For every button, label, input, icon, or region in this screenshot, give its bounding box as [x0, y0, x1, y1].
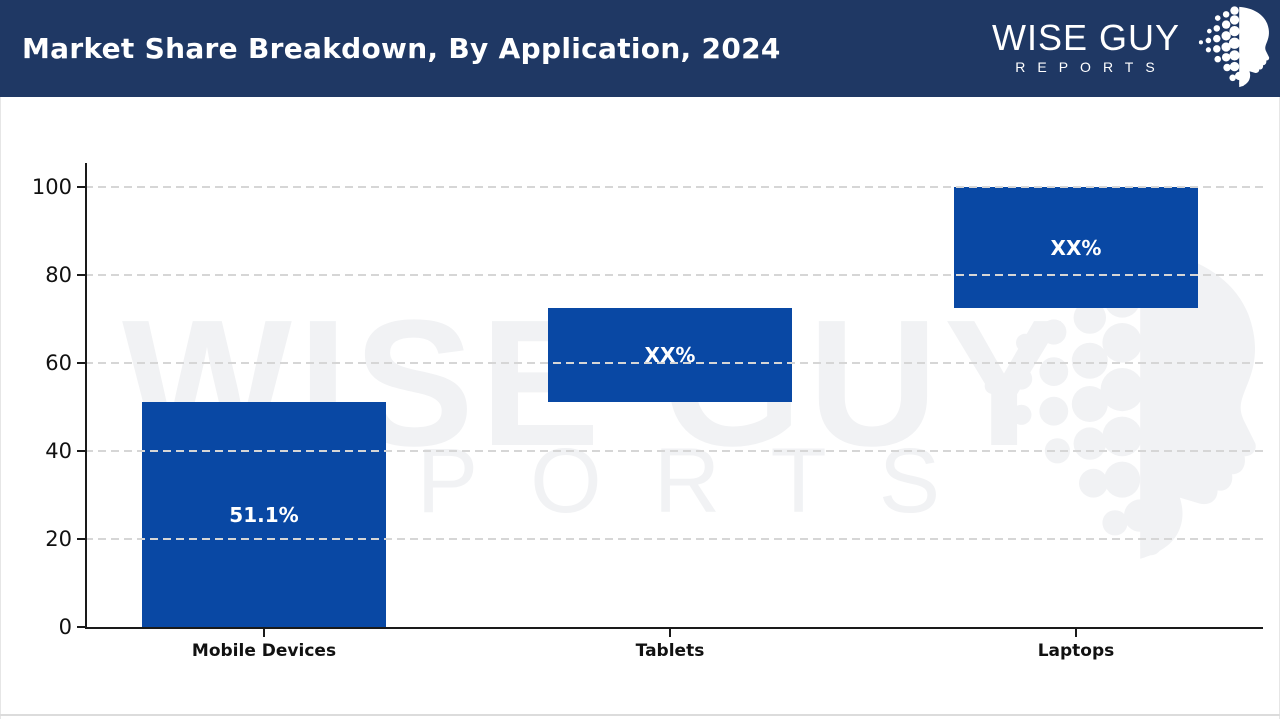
- y-tick-label: 80: [45, 263, 72, 287]
- wiseguy-logo: WISE GUY REPORTS: [992, 5, 1270, 89]
- bar-tablets: [548, 308, 792, 403]
- gridline-y80: [85, 274, 1263, 276]
- y-axis-line: [85, 163, 87, 629]
- logo-reports-text: REPORTS: [1015, 58, 1167, 75]
- bar-value-label: XX%: [1050, 235, 1102, 260]
- y-tick-label: 40: [45, 439, 72, 463]
- category-label: Laptops: [1037, 641, 1115, 661]
- gridline-y20: [85, 538, 1263, 540]
- x-axis-line: [85, 627, 1263, 629]
- y-tick-label: 0: [58, 615, 72, 639]
- y-tick-mark: [77, 362, 85, 364]
- y-tick-mark: [77, 538, 85, 540]
- bar-laptops: [954, 187, 1198, 308]
- y-tick-label: 60: [45, 351, 72, 375]
- logo-text: WISE GUY REPORTS: [992, 19, 1180, 75]
- y-tick-mark: [77, 274, 85, 276]
- bottom-border: [0, 714, 1280, 716]
- chart-title: Market Share Breakdown, By Application, …: [22, 32, 781, 65]
- bar-value-label: XX%: [644, 343, 696, 368]
- x-tick-mark: [263, 629, 265, 637]
- gridline-y40: [85, 450, 1263, 452]
- y-tick-label: 20: [45, 527, 72, 551]
- bar-value-label: 51.1%: [229, 502, 299, 527]
- y-tick-label: 100: [31, 175, 72, 199]
- header: Market Share Breakdown, By Application, …: [0, 0, 1280, 97]
- y-tick-mark: [77, 186, 85, 188]
- x-tick-mark: [1075, 629, 1077, 637]
- gridline-y60: [85, 362, 1263, 364]
- logo-wiseguy-text: WISE GUY: [991, 17, 1180, 59]
- y-tick-mark: [77, 626, 85, 628]
- y-tick-mark: [77, 450, 85, 452]
- category-label: Tablets: [635, 641, 705, 661]
- gridline-y100: [85, 186, 1263, 188]
- bar-mobile-devices: [142, 402, 386, 627]
- category-label: Mobile Devices: [191, 641, 337, 661]
- x-tick-mark: [669, 629, 671, 637]
